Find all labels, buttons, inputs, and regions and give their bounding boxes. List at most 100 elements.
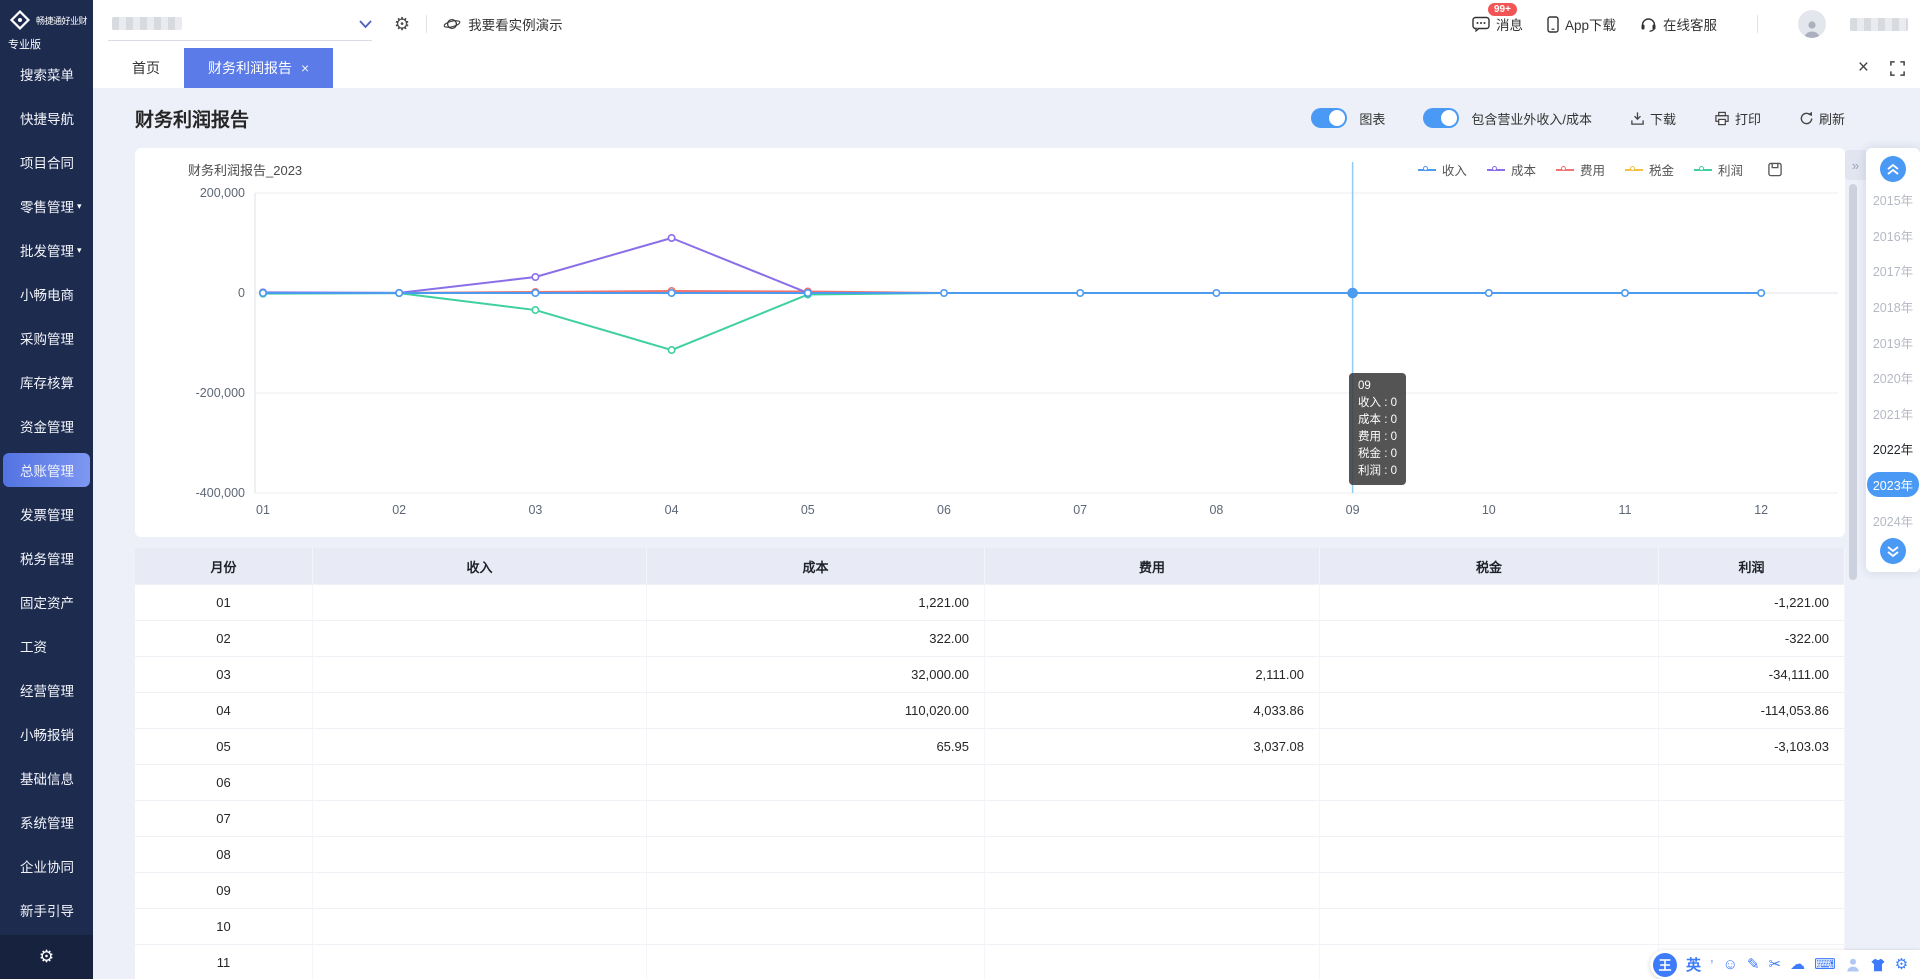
year-item[interactable]: 2022年 (1872, 443, 1914, 458)
svg-text:07: 07 (1073, 503, 1087, 517)
support-button[interactable]: 在线客服 (1640, 14, 1717, 34)
year-item[interactable]: 2023年 (1866, 472, 1920, 498)
sidebar-item-link[interactable]: 小畅报销 (20, 728, 74, 743)
print-button[interactable]: 打印 (1714, 109, 1761, 128)
table-row: 08 (135, 837, 1845, 873)
table-cell (1659, 909, 1845, 945)
tab-profit-report[interactable]: 财务利润报告 × (184, 48, 334, 88)
svg-text:-400,000: -400,000 (196, 486, 245, 500)
app-download-button[interactable]: App下载 (1547, 14, 1616, 34)
collapse-handle[interactable]: » (1845, 150, 1866, 180)
table-cell (985, 945, 1320, 979)
svg-text:02: 02 (392, 503, 406, 517)
sidebar-item-link[interactable]: 工资 (20, 640, 47, 655)
table-cell (313, 801, 647, 837)
table-cell (1320, 729, 1659, 765)
sidebar-item-link[interactable]: 固定资产 (20, 596, 74, 611)
app-logo: 畅捷通好业财 专业版 (0, 0, 93, 52)
column-header: 月份 (135, 548, 313, 585)
table-cell: -1,221.00 (1659, 585, 1845, 621)
sidebar-item-link[interactable]: 快捷导航 (20, 112, 74, 127)
year-item[interactable]: 2016年 (1872, 229, 1914, 244)
sidebar-item-active[interactable]: 总账管理 (3, 453, 90, 487)
scroll-down-button[interactable] (1880, 538, 1906, 564)
year-item[interactable]: 2021年 (1872, 407, 1914, 422)
chat-bubble-icon (1472, 16, 1490, 32)
close-icon[interactable]: × (1857, 57, 1869, 78)
year-item[interactable]: 2015年 (1872, 194, 1914, 209)
tooltip-title: 09 (1358, 380, 1371, 392)
legend-item[interactable]: 利润 (1693, 160, 1743, 179)
scrollbar-thumb[interactable] (1849, 184, 1857, 580)
chart-toggle[interactable] (1311, 108, 1348, 128)
emoji-icon[interactable]: ☺ (1722, 956, 1738, 973)
sidebar-item-link[interactable]: 项目合同 (20, 156, 74, 171)
table-cell (1659, 873, 1845, 909)
refresh-button[interactable]: 刷新 (1799, 109, 1845, 128)
keyboard-icon[interactable]: ⌨ (1814, 956, 1836, 973)
sidebar-item-link[interactable]: 采购管理 (20, 332, 74, 347)
cloud-icon[interactable]: ☁ (1790, 956, 1806, 973)
sidebar-item-link[interactable]: 小畅电商 (20, 288, 74, 303)
year-item[interactable]: 2018年 (1872, 301, 1914, 316)
chevron-down-icon (359, 19, 372, 28)
tooltip-row: 利润 : 0 (1358, 465, 1397, 477)
pen-icon[interactable]: ✎ (1746, 956, 1760, 973)
year-item[interactable]: 2020年 (1872, 372, 1914, 387)
legend-item[interactable]: 费用 (1555, 160, 1605, 179)
sidebar-item-link[interactable]: 基础信息 (20, 772, 74, 787)
year-item[interactable]: 2024年 (1872, 514, 1914, 529)
sidebar-item-link[interactable]: 税务管理 (20, 552, 74, 567)
demo-link[interactable]: 我要看实例演示 (443, 14, 563, 34)
sidebar-item-link[interactable]: 发票管理 (20, 508, 74, 523)
user-icon[interactable] (1845, 957, 1861, 973)
svg-text:05: 05 (801, 503, 815, 517)
sidebar-item-link[interactable]: 系统管理 (20, 816, 74, 831)
messages-button[interactable]: 消息 99+ (1472, 3, 1523, 34)
scroll-up-button[interactable] (1880, 156, 1906, 182)
punctuation-icon[interactable]: ’ (1710, 957, 1714, 972)
sidebar-item-link[interactable]: 资金管理 (20, 420, 74, 435)
table-cell (313, 585, 647, 621)
table-cell (647, 945, 985, 979)
planet-icon (443, 18, 461, 30)
save-image-icon[interactable] (1767, 162, 1783, 177)
nonoperating-toggle[interactable] (1423, 108, 1460, 128)
tab-close-icon[interactable]: × (301, 60, 310, 76)
svg-text:12: 12 (1754, 503, 1768, 517)
gear-icon[interactable]: ⚙ (38, 947, 55, 966)
legend-item[interactable]: 成本 (1486, 160, 1536, 179)
table-cell: 11 (135, 945, 313, 979)
chart-card: 财务利润报告_2023 收入 成本 费用 税金 利润 200,000 0 -200,000 -… (135, 148, 1845, 537)
double-chevron-up-icon (1887, 163, 1899, 175)
settings-gear-icon[interactable]: ⚙ (394, 13, 411, 34)
sidebar-item-link[interactable]: 零售管理 ▾ (20, 200, 82, 215)
legend-item[interactable]: 税金 (1624, 160, 1674, 179)
sidebar-item-link[interactable]: 批发管理 ▾ (20, 244, 82, 259)
table-cell: 08 (135, 837, 313, 873)
avatar[interactable] (1798, 10, 1826, 38)
tab-home[interactable]: 首页 (132, 60, 160, 76)
sidebar-item-link[interactable]: 搜索菜单 (20, 68, 74, 83)
wang-ime-icon[interactable]: 王 (1653, 952, 1677, 977)
english-mode-icon[interactable]: 英 (1686, 957, 1702, 974)
table-cell (313, 657, 647, 693)
year-item[interactable]: 2017年 (1872, 265, 1914, 280)
account-selector[interactable] (108, 7, 372, 41)
sidebar-item-link[interactable]: 经营管理 (20, 684, 74, 699)
table-cell (1659, 837, 1845, 873)
download-button[interactable]: 下载 (1630, 109, 1676, 128)
legend-item[interactable]: 收入 (1417, 160, 1467, 179)
skin-icon[interactable] (1870, 957, 1886, 973)
table-row: 09 (135, 873, 1845, 909)
scissors-icon[interactable]: ✂ (1768, 956, 1782, 973)
fullscreen-icon[interactable] (1889, 60, 1906, 77)
download-icon (1631, 111, 1644, 125)
sidebar-item-link[interactable]: 企业协同 (20, 860, 74, 875)
table-cell: -114,053.86 (1659, 693, 1845, 729)
profit-line-chart[interactable]: 200,000 0 -200,000 -400,000 01 02 03 04 05 06 07 08… (135, 148, 1845, 537)
sidebar-item-link[interactable]: 新手引导 (20, 904, 74, 919)
settings-icon[interactable]: ⚙ (1894, 956, 1909, 973)
sidebar-item-link[interactable]: 库存核算 (20, 376, 74, 391)
year-item[interactable]: 2019年 (1872, 336, 1914, 351)
